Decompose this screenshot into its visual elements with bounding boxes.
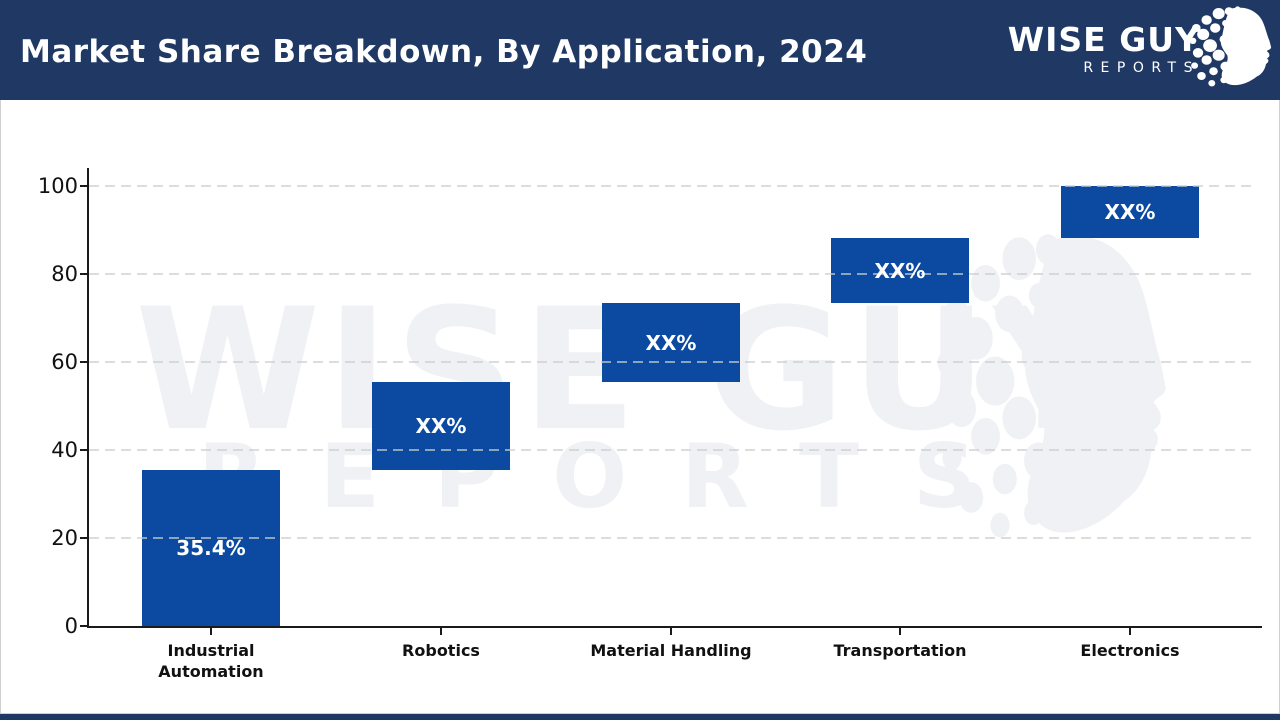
bar-value-label-material-handling: XX%: [645, 330, 697, 355]
y-tick-100: [80, 185, 87, 187]
gridline-40: [89, 449, 1254, 451]
x-tick-electronics: [1129, 628, 1131, 635]
x-tick-label-electronics: Electronics: [1080, 641, 1180, 660]
brand-subtitle: REPORTS: [1083, 60, 1200, 76]
x-tick-label-transportation: Transportation: [833, 641, 967, 660]
brand-logo: WISE GUY REPORTS: [1008, 6, 1272, 94]
y-tick-60: [80, 361, 87, 363]
footer-divider: [0, 713, 1280, 714]
y-axis-spine: [87, 168, 89, 628]
bar-value-label-robotics: XX%: [415, 414, 467, 439]
y-tick-0: [80, 625, 87, 627]
x-axis-spine: [87, 626, 1262, 628]
y-tick-40: [80, 449, 87, 451]
brand-head-icon: [1186, 4, 1272, 96]
brand-logo-text: WISE GUY REPORTS: [1008, 23, 1200, 77]
gridline-80: [89, 273, 1254, 275]
y-tick-label-40: 40: [51, 438, 78, 462]
gridline-100: [89, 185, 1254, 187]
bar-value-label-transportation: XX%: [874, 258, 926, 283]
y-tick-20: [80, 537, 87, 539]
y-tick-label-100: 100: [37, 174, 78, 198]
y-tick-label-0: 0: [64, 614, 78, 638]
bar-electronics: [1061, 186, 1199, 238]
x-tick-robotics: [440, 628, 442, 635]
gridline-20: [89, 537, 1254, 539]
x-tick-transportation: [899, 628, 901, 635]
y-tick-label-20: 20: [51, 526, 78, 550]
chart-title: Market Share Breakdown, By Application, …: [20, 34, 868, 70]
y-tick-label-60: 60: [51, 350, 78, 374]
bar-material-handling: [602, 303, 740, 382]
bar-industrial-automation: [142, 470, 280, 626]
y-tick-label-80: 80: [51, 262, 78, 286]
header-bar: Market Share Breakdown, By Application, …: [0, 0, 1280, 100]
bar-value-label-industrial-automation: 35.4%: [176, 536, 246, 561]
x-tick-label-robotics: Robotics: [402, 641, 480, 660]
bar-value-label-electronics: XX%: [1104, 199, 1156, 224]
x-tick-industrial-automation: [210, 628, 212, 635]
x-tick-material-handling: [670, 628, 672, 635]
bar-robotics: [372, 381, 510, 471]
brand-name: WISE GUY: [1007, 20, 1200, 59]
x-tick-label-industrial-automation: Industrial Automation: [158, 641, 264, 681]
gridline-60: [89, 361, 1254, 363]
footer-accent-bar: [0, 714, 1280, 720]
y-tick-80: [80, 273, 87, 275]
x-tick-label-material-handling: Material Handling: [590, 641, 752, 660]
